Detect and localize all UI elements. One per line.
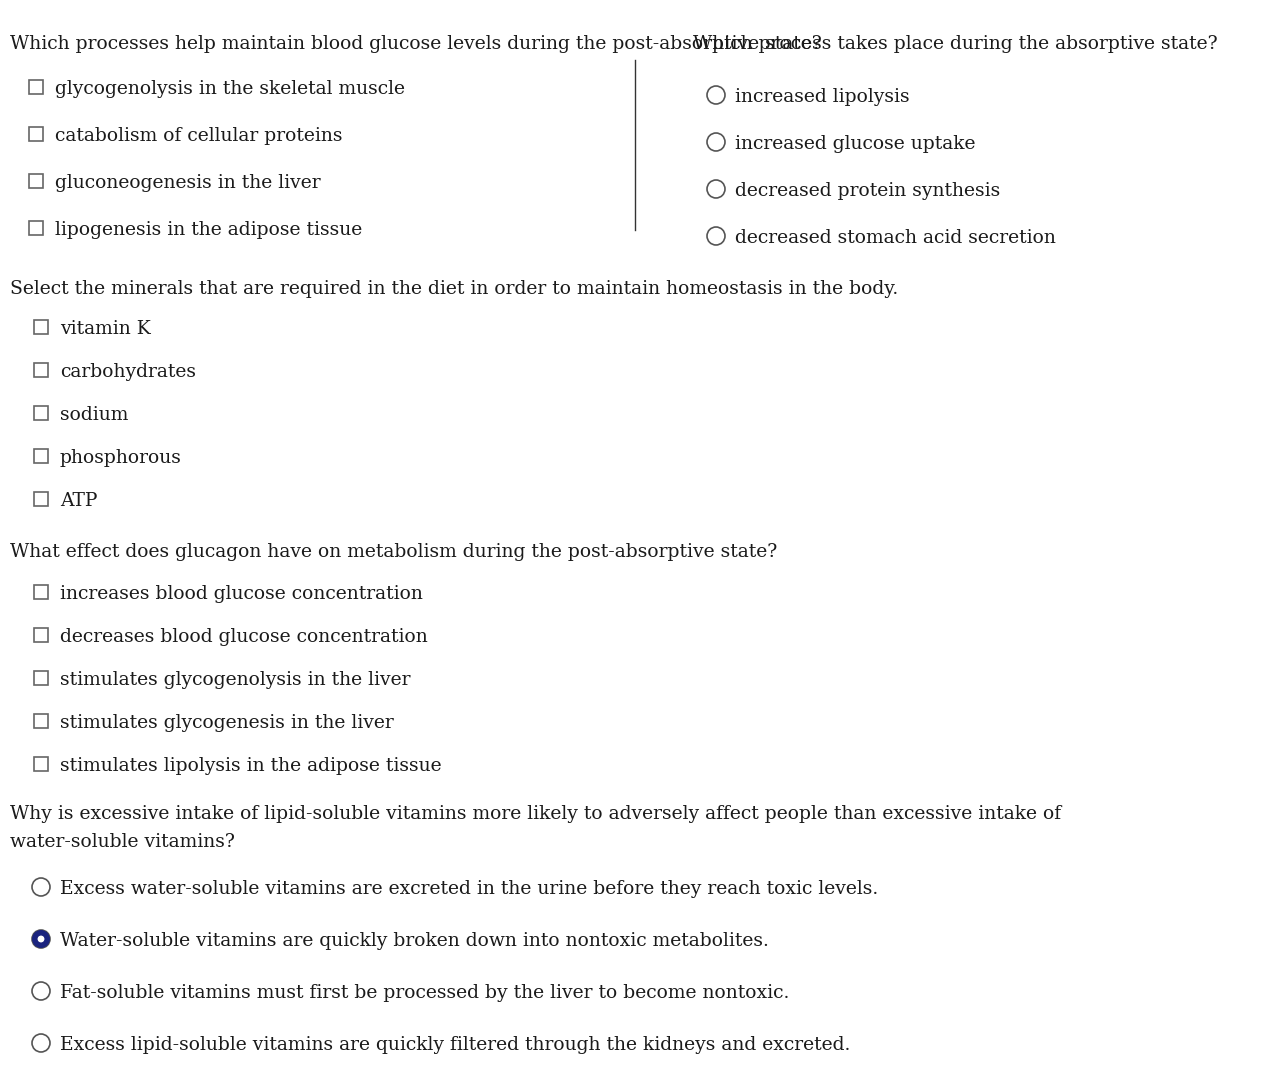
Circle shape [707,227,724,245]
Text: increases blood glucose concentration: increases blood glucose concentration [60,585,422,603]
Text: decreased protein synthesis: decreased protein synthesis [735,182,1000,201]
Text: glycogenolysis in the skeletal muscle: glycogenolysis in the skeletal muscle [55,80,404,98]
Text: catabolism of cellular proteins: catabolism of cellular proteins [55,127,343,145]
Bar [35,628,49,642]
Text: carbohydrates: carbohydrates [60,363,196,380]
Text: stimulates glycogenolysis in the liver: stimulates glycogenolysis in the liver [60,671,411,689]
Bar [35,320,49,334]
Bar [29,221,44,235]
Bar [35,757,49,771]
Bar [29,80,44,94]
Text: lipogenesis in the adipose tissue: lipogenesis in the adipose tissue [55,221,362,238]
Text: decreased stomach acid secretion: decreased stomach acid secretion [735,229,1056,247]
Text: vitamin K: vitamin K [60,320,151,338]
Circle shape [32,878,50,896]
Bar [35,406,49,420]
Bar [29,127,44,141]
Text: decreases blood glucose concentration: decreases blood glucose concentration [60,628,428,646]
Text: ATP: ATP [60,492,97,509]
Bar [35,671,49,685]
Bar [29,175,44,188]
Circle shape [707,133,724,151]
Text: increased lipolysis: increased lipolysis [735,88,910,106]
Bar [35,714,49,728]
Bar [35,492,49,506]
Text: Which processes help maintain blood glucose levels during the post-absorptive st: Which processes help maintain blood gluc… [10,35,822,53]
Text: What effect does glucagon have on metabolism during the post-absorptive state?: What effect does glucagon have on metabo… [10,543,777,562]
Circle shape [32,1034,50,1051]
Text: Excess water-soluble vitamins are excreted in the urine before they reach toxic : Excess water-soluble vitamins are excret… [60,880,878,898]
Text: Water-soluble vitamins are quickly broken down into nontoxic metabolites.: Water-soluble vitamins are quickly broke… [60,932,769,950]
Bar [35,363,49,377]
Circle shape [32,982,50,1001]
Text: phosphorous: phosphorous [60,449,182,467]
Bar [35,449,49,463]
Text: stimulates glycogenesis in the liver: stimulates glycogenesis in the liver [60,714,394,732]
Bar [35,585,49,599]
Text: Excess lipid-soluble vitamins are quickly filtered through the kidneys and excre: Excess lipid-soluble vitamins are quickl… [60,1036,850,1054]
Text: stimulates lipolysis in the adipose tissue: stimulates lipolysis in the adipose tiss… [60,757,442,775]
Text: Why is excessive intake of lipid-soluble vitamins more likely to adversely affec: Why is excessive intake of lipid-soluble… [10,805,1061,823]
Circle shape [32,930,50,948]
Circle shape [37,935,45,942]
Text: increased glucose uptake: increased glucose uptake [735,136,975,153]
Circle shape [707,180,724,198]
Text: Select the minerals that are required in the diet in order to maintain homeostas: Select the minerals that are required in… [10,280,899,298]
Text: gluconeogenesis in the liver: gluconeogenesis in the liver [55,175,320,192]
Circle shape [707,86,724,104]
Circle shape [32,930,50,948]
Text: sodium: sodium [60,406,128,424]
Text: Which process takes place during the absorptive state?: Which process takes place during the abs… [692,35,1217,53]
Text: water-soluble vitamins?: water-soluble vitamins? [10,833,234,851]
Text: Fat-soluble vitamins must first be processed by the liver to become nontoxic.: Fat-soluble vitamins must first be proce… [60,984,790,1002]
